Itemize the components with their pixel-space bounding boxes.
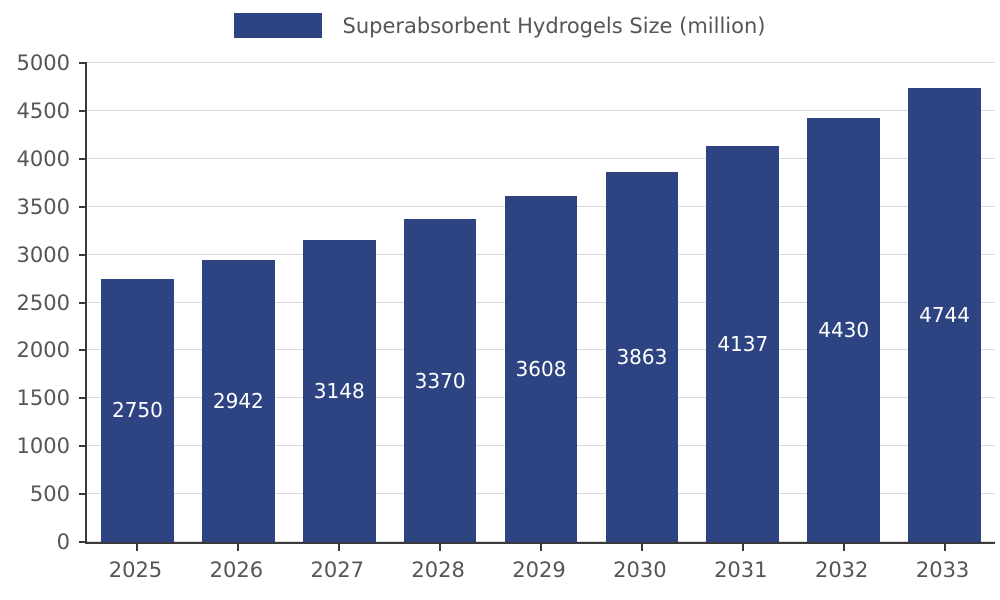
y-tick-mark (79, 253, 87, 256)
x-axis-tick-label: 2031 (714, 558, 768, 582)
x-tick-mark (842, 544, 845, 551)
bar-2030: 3863 (605, 171, 679, 542)
bar-slot: 3608 (491, 63, 592, 542)
bar-2026: 2942 (202, 260, 275, 542)
y-axis: 0 500 1000 1500 2000 2500 3000 3500 4000 4500 5000 (0, 51, 74, 554)
bar-slot: 3863 (591, 63, 692, 542)
y-axis-tick-label: 500 (29, 482, 70, 507)
y-tick-mark (79, 445, 87, 448)
bar-2027: 3148 (302, 240, 376, 542)
y-axis-tick-label: 1000 (16, 434, 70, 459)
y-axis-tick-label: 3000 (16, 242, 70, 267)
bar-2033: 4744 (908, 87, 981, 542)
y-tick-mark (79, 397, 87, 400)
y-axis-tick-label: 4500 (16, 98, 70, 123)
bar-slot: 3370 (390, 63, 491, 542)
x-tick-mark (741, 544, 744, 551)
x-axis-tick-label: 2028 (411, 558, 465, 582)
legend-swatch (234, 13, 323, 38)
y-tick-mark (79, 205, 87, 208)
bar-2031: 4137 (706, 145, 780, 542)
bar-value-label: 3608 (515, 357, 567, 382)
bar-value-label: 3148 (313, 379, 365, 404)
x-tick-mark (943, 544, 946, 551)
y-axis-tick-label: 2000 (16, 338, 70, 363)
gridline (87, 109, 995, 111)
gridline (87, 157, 995, 159)
bar-slot: 4744 (894, 63, 995, 542)
bar-2028: 3370 (403, 219, 477, 542)
bar-2029: 3608 (504, 196, 578, 542)
bar-series: 2750 2942 3148 3370 3608 3863 4137 4430 4744 (87, 63, 995, 542)
bar-slot: 3148 (289, 63, 390, 542)
bar-slot: 4430 (793, 63, 894, 542)
x-axis: 2025 2026 2027 2028 2029 2030 2031 2032 2033 (85, 558, 993, 582)
y-axis-tick-label: 1500 (16, 386, 70, 411)
bar-slot: 4137 (692, 63, 793, 542)
bar-slot: 2942 (188, 63, 289, 542)
y-tick-mark (79, 157, 87, 160)
x-axis-tick-label: 2025 (108, 558, 163, 582)
x-tick-mark (439, 544, 442, 551)
x-axis-tick-label: 2029 (512, 558, 566, 582)
y-tick-mark (79, 493, 87, 496)
x-axis-tick-label: 2033 (915, 558, 970, 582)
y-tick-mark (79, 109, 87, 112)
legend-label: Superabsorbent Hydrogels Size (million) (342, 13, 766, 38)
bar-slot: 2750 (87, 63, 188, 542)
x-tick-mark (136, 544, 139, 551)
x-tick-mark (640, 544, 643, 551)
bar-value-label: 2942 (212, 389, 264, 414)
y-tick-mark (79, 301, 87, 304)
x-tick-mark (338, 544, 341, 551)
y-tick-mark (79, 62, 87, 64)
y-axis-tick-label: 4000 (16, 146, 70, 171)
bar-2032: 4430 (807, 117, 880, 542)
legend: Superabsorbent Hydrogels Size (million) (0, 13, 1000, 38)
y-tick-mark (79, 541, 87, 543)
bar-2025: 2750 (101, 278, 174, 542)
y-axis-tick-label: 5000 (16, 51, 70, 75)
bar-value-label: 2750 (111, 398, 163, 423)
y-axis-tick-label: 2500 (16, 290, 70, 315)
x-tick-mark (540, 544, 542, 551)
y-axis-tick-label: 3500 (16, 194, 70, 219)
bar-value-label: 4430 (818, 317, 870, 342)
y-axis-tick-label: 0 (56, 530, 70, 554)
bar-value-label: 3863 (616, 344, 668, 369)
gridline (87, 62, 995, 63)
y-tick-mark (79, 349, 87, 352)
x-tick-mark (237, 544, 240, 551)
plot-area: 2750 2942 3148 3370 3608 3863 4137 4430 4744 (79, 62, 995, 551)
x-axis-tick-label: 2027 (310, 558, 364, 582)
bar-value-label: 4137 (717, 331, 769, 356)
bar-value-label: 4744 (919, 302, 971, 327)
x-axis-tick-label: 2032 (814, 558, 869, 582)
x-axis-tick-label: 2026 (209, 558, 264, 582)
x-axis-tick-label: 2030 (613, 558, 667, 582)
bar-value-label: 3370 (414, 368, 466, 393)
